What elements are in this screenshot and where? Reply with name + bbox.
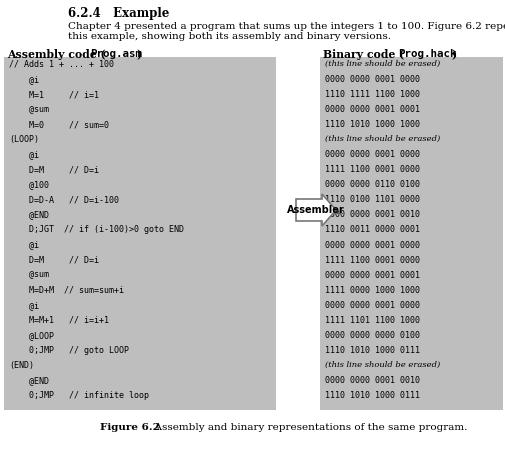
Text: M=M+1   // i=i+1: M=M+1 // i=i+1	[9, 316, 109, 325]
Text: 1110 1010 1000 0111: 1110 1010 1000 0111	[324, 346, 419, 355]
Text: Chapter 4 presented a program that sums up the integers 1 to 100. Figure 6.2 rep: Chapter 4 presented a program that sums …	[68, 22, 505, 31]
Text: @LOOP: @LOOP	[9, 331, 54, 340]
Text: 0;JMP   // goto LOOP: 0;JMP // goto LOOP	[9, 346, 129, 355]
Text: @END: @END	[9, 211, 49, 219]
Text: 0000 0000 0001 0000: 0000 0000 0001 0000	[324, 301, 419, 310]
Text: Binary code (: Binary code (	[322, 49, 403, 60]
Text: 0000 0000 0001 0010: 0000 0000 0001 0010	[324, 211, 419, 219]
Text: Figure 6.2: Figure 6.2	[100, 423, 160, 432]
Text: @i: @i	[9, 240, 39, 250]
Text: @sum: @sum	[9, 271, 49, 279]
Text: ): )	[450, 49, 455, 60]
Text: 0000 0000 0001 0000: 0000 0000 0001 0000	[324, 240, 419, 250]
Text: Assembly and binary representations of the same program.: Assembly and binary representations of t…	[147, 423, 467, 432]
Text: (this line should be erased): (this line should be erased)	[324, 135, 439, 143]
Text: 1110 0100 1101 0000: 1110 0100 1101 0000	[324, 195, 419, 205]
Text: 0000 0000 0110 0100: 0000 0000 0110 0100	[324, 180, 419, 189]
FancyBboxPatch shape	[319, 57, 502, 410]
Text: 0000 0000 0001 0001: 0000 0000 0001 0001	[324, 105, 419, 114]
Text: 0000 0000 0000 0100: 0000 0000 0000 0100	[324, 331, 419, 340]
Text: Prog.asm: Prog.asm	[90, 49, 142, 59]
Text: 1111 1100 0001 0000: 1111 1100 0001 0000	[324, 256, 419, 265]
Text: @sum: @sum	[9, 105, 49, 114]
Text: (LOOP): (LOOP)	[9, 135, 39, 144]
Text: // Adds 1 + ... + 100: // Adds 1 + ... + 100	[9, 60, 114, 69]
Text: Prog.hack: Prog.hack	[397, 49, 456, 59]
Text: 1110 1010 1000 1000: 1110 1010 1000 1000	[324, 120, 419, 129]
Text: 0000 0000 0001 0010: 0000 0000 0001 0010	[324, 376, 419, 385]
Text: M=1     // i=1: M=1 // i=1	[9, 90, 99, 99]
Text: 1110 0011 0000 0001: 1110 0011 0000 0001	[324, 226, 419, 234]
Text: (END): (END)	[9, 361, 34, 370]
Text: 0000 0000 0001 0001: 0000 0000 0001 0001	[324, 271, 419, 279]
Text: 0000 0000 0001 0000: 0000 0000 0001 0000	[324, 150, 419, 159]
Text: Assembly code (: Assembly code (	[7, 49, 106, 60]
Text: @i: @i	[9, 75, 39, 84]
Text: @100: @100	[9, 180, 49, 189]
Text: ): )	[136, 49, 141, 60]
Text: this example, showing both its assembly and binary versions.: this example, showing both its assembly …	[68, 32, 390, 41]
Text: Assembler: Assembler	[286, 205, 344, 215]
Text: 1111 1101 1100 1000: 1111 1101 1100 1000	[324, 316, 419, 325]
Text: (this line should be erased): (this line should be erased)	[324, 60, 439, 68]
FancyBboxPatch shape	[4, 57, 275, 410]
Text: 1110 1010 1000 0111: 1110 1010 1000 0111	[324, 391, 419, 400]
Text: D=M     // D=i: D=M // D=i	[9, 165, 99, 174]
Text: @i: @i	[9, 150, 39, 159]
Text: 1110 1111 1100 1000: 1110 1111 1100 1000	[324, 90, 419, 99]
Text: M=D+M  // sum=sum+i: M=D+M // sum=sum+i	[9, 286, 124, 295]
Text: D=M     // D=i: D=M // D=i	[9, 256, 99, 265]
Text: (this line should be erased): (this line should be erased)	[324, 361, 439, 369]
Text: M=0     // sum=0: M=0 // sum=0	[9, 120, 109, 129]
Text: D;JGT  // if (i-100)>0 goto END: D;JGT // if (i-100)>0 goto END	[9, 226, 184, 234]
Text: 1111 1100 0001 0000: 1111 1100 0001 0000	[324, 165, 419, 174]
Text: D=D-A   // D=i-100: D=D-A // D=i-100	[9, 195, 119, 205]
Text: @END: @END	[9, 376, 49, 385]
Text: 6.2.4   Example: 6.2.4 Example	[68, 7, 169, 20]
FancyArrow shape	[295, 194, 335, 226]
Text: 1111 0000 1000 1000: 1111 0000 1000 1000	[324, 286, 419, 295]
Text: 0;JMP   // infinite loop: 0;JMP // infinite loop	[9, 391, 148, 400]
Text: @i: @i	[9, 301, 39, 310]
Text: 0000 0000 0001 0000: 0000 0000 0001 0000	[324, 75, 419, 84]
